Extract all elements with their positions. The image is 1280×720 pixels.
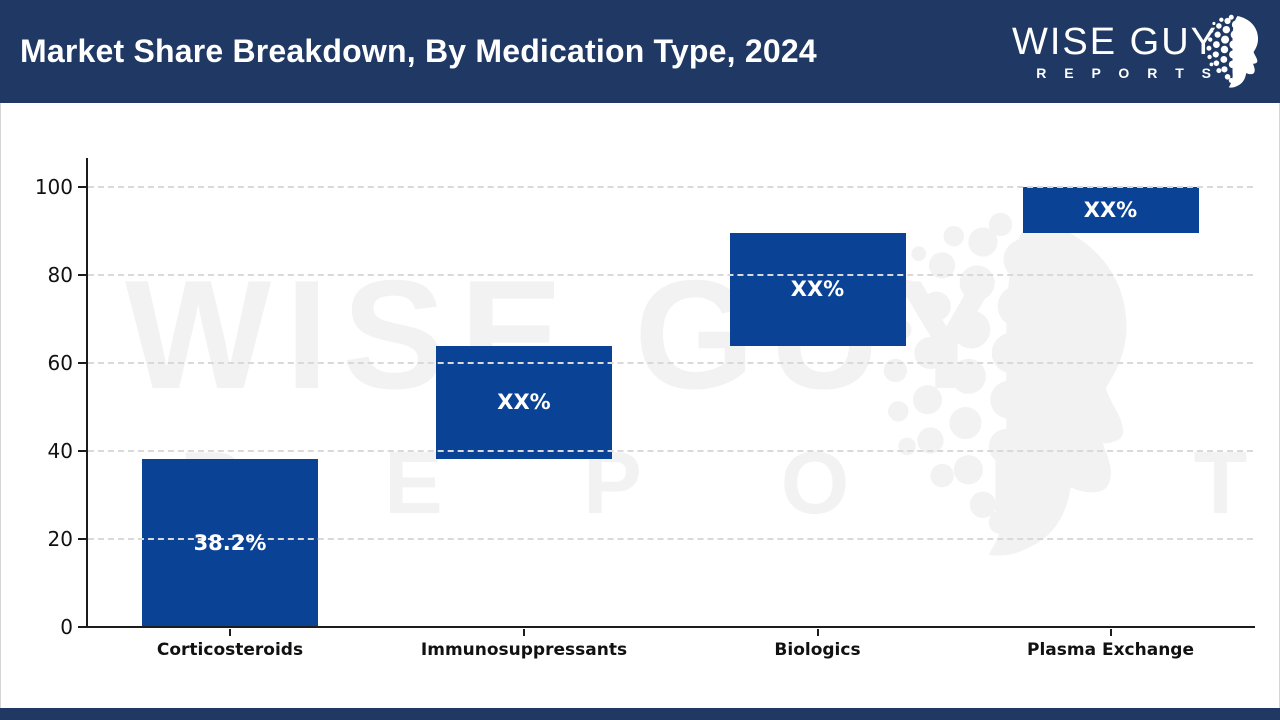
header-bar: Market Share Breakdown, By Medication Ty…: [0, 0, 1280, 103]
y-tick-label: 60: [47, 350, 73, 375]
x-tick-mark: [1109, 629, 1112, 636]
bar-value-label-biologics: XX%: [790, 277, 845, 302]
y-tick-mark: [78, 185, 87, 188]
y-tick-label: 0: [60, 615, 73, 639]
gridline: [88, 537, 1253, 540]
y-tick-mark: [78, 361, 87, 364]
gridline: [88, 273, 1253, 276]
gridline: [88, 449, 1253, 452]
gridline: [88, 361, 1253, 364]
logo-wordmark-line2: R E P O R T S: [1036, 64, 1218, 81]
y-tick-mark: [78, 449, 87, 452]
gridline: [88, 185, 1253, 188]
y-tick-label: 100: [34, 174, 73, 199]
brand-logo: WISE GUY R E P O R T S: [1012, 0, 1266, 103]
watermark-head-icon: [883, 212, 1127, 556]
bar-plasma-exchange: [1022, 186, 1199, 233]
bar-corticosteroids: [142, 458, 318, 627]
bar-value-label-corticosteroids: 38.2%: [193, 530, 267, 555]
x-tick-mark: [229, 629, 231, 636]
y-tick-mark: [78, 626, 87, 628]
logo-wordmark-line1: WISE GUY: [1011, 20, 1218, 63]
y-tick-mark: [78, 273, 87, 276]
logo-wordmark: WISE GUY R E P O R T S: [1012, 22, 1218, 82]
category-label-plasma-exchange: Plasma Exchange: [1026, 640, 1194, 660]
bar-biologics: [729, 232, 906, 346]
footer-bar: [0, 708, 1280, 720]
y-axis-line: [86, 158, 88, 628]
x-tick-mark: [816, 629, 819, 636]
y-tick-mark: [78, 537, 87, 540]
watermark-text: WISE GUY R E P O R T S: [125, 255, 1280, 533]
category-label-corticosteroids: Corticosteroids: [156, 640, 304, 660]
y-tick-label: 80: [47, 262, 73, 287]
x-tick-mark: [523, 629, 525, 636]
category-label-biologics: Biologics: [774, 640, 861, 660]
bar-value-label-plasma-exchange: XX%: [1083, 197, 1138, 222]
watermark-line2: R E P O R T S: [180, 433, 1280, 532]
y-tick-label: 20: [47, 526, 73, 551]
chart-title: Market Share Breakdown, By Medication Ty…: [20, 33, 817, 69]
y-tick-label: 40: [47, 438, 73, 463]
logo-head-icon: [1206, 14, 1259, 88]
bar-immunosuppressants: [436, 345, 612, 459]
category-label-immunosuppressants: Immunosuppressants: [420, 640, 628, 660]
bar-value-label-immunosuppressants: XX%: [497, 390, 551, 415]
watermark-line1: WISE GUY: [125, 248, 1013, 421]
x-axis-line: [86, 626, 1255, 628]
